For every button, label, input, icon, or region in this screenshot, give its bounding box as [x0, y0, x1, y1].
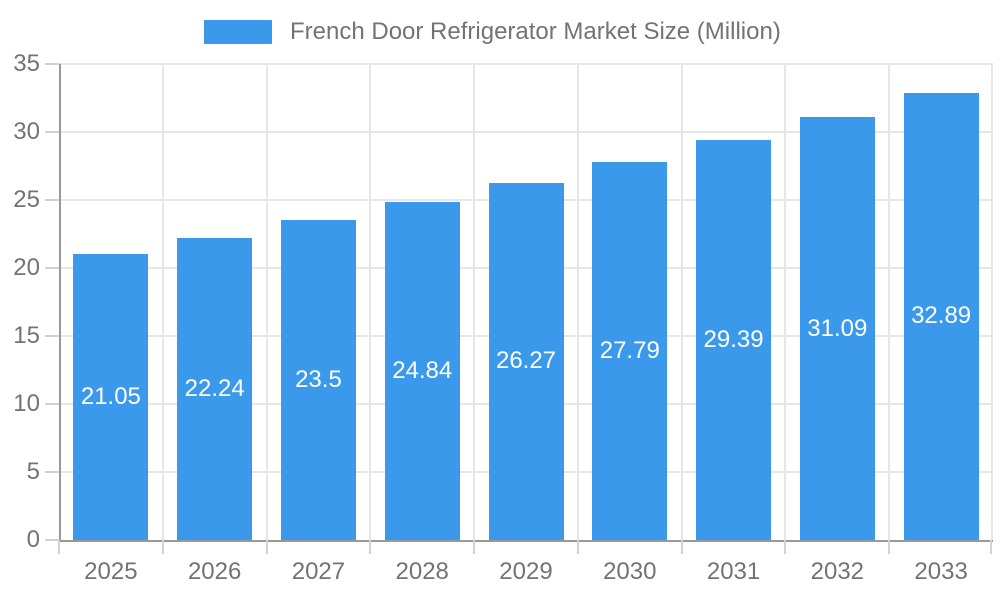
bar-2032[interactable]: 31.09 — [799, 117, 875, 540]
y-gridline — [59, 63, 993, 65]
x-gridline — [888, 64, 891, 540]
y-axis-label: 0 — [26, 526, 40, 553]
bar-value-label: 29.39 — [703, 326, 764, 354]
x-axis-label: 2028 — [395, 558, 449, 585]
y-axis-label: 30 — [13, 118, 40, 145]
x-gridline — [369, 64, 372, 540]
x-axis-tick — [990, 540, 992, 554]
plot-area: 21.05 22.24 23.5 24.84 26.27 27.79 29.39 31.09 3… — [59, 63, 993, 542]
bar-value-label: 21.05 — [80, 382, 141, 410]
y-axis-tick — [45, 539, 59, 541]
bar-2027[interactable]: 23.5 — [280, 220, 356, 540]
y-axis-tick — [45, 267, 59, 269]
y-axis-tick — [45, 403, 59, 405]
bar-value-label: 32.89 — [911, 302, 972, 330]
y-axis-tick — [45, 199, 59, 201]
bar-value-label: 31.09 — [807, 314, 868, 342]
y-axis-label: 5 — [26, 458, 40, 485]
y-axis-label: 15 — [13, 322, 40, 349]
bar-2033[interactable]: 32.89 — [903, 92, 979, 540]
bar-value-label: 27.79 — [599, 337, 660, 365]
x-axis-label: 2027 — [291, 558, 346, 585]
y-axis-line — [59, 64, 61, 540]
bar-value-label: 22.24 — [184, 374, 245, 402]
x-axis-tick — [576, 540, 579, 554]
x-gridline — [680, 64, 683, 540]
x-axis-tick — [680, 540, 683, 554]
legend-item[interactable]: French Door Refrigerator Market Size (Mi… — [204, 18, 781, 45]
bar-value-label: 24.84 — [392, 357, 453, 385]
y-axis-tick — [45, 63, 59, 65]
bar-value-label: 23.5 — [295, 366, 342, 394]
x-gridline — [991, 64, 993, 540]
y-axis-tick — [45, 471, 59, 473]
y-axis-label: 35 — [13, 50, 40, 77]
x-axis-tick — [369, 540, 372, 554]
x-axis-tick — [784, 540, 787, 554]
x-gridline — [576, 64, 579, 540]
x-axis-label: 2031 — [706, 558, 761, 585]
y-axis-tick — [45, 335, 59, 337]
x-axis-label: 2029 — [499, 558, 553, 585]
x-gridline — [784, 64, 787, 540]
x-axis-line — [59, 540, 993, 542]
x-axis-label: 2032 — [810, 558, 865, 585]
x-axis-tick — [888, 540, 891, 554]
y-axis-label: 20 — [13, 254, 40, 281]
x-axis-label: 2025 — [84, 558, 138, 585]
x-axis-tick — [161, 540, 164, 554]
x-gridline — [265, 64, 268, 540]
x-axis-label: 2033 — [914, 558, 968, 585]
x-axis-label: 2030 — [603, 558, 657, 585]
x-gridline — [161, 64, 164, 540]
bar-2030[interactable]: 27.79 — [592, 162, 668, 540]
y-axis-label: 25 — [13, 186, 40, 213]
bar-value-label: 26.27 — [495, 347, 557, 375]
y-axis-tick — [45, 131, 59, 133]
bar-2029[interactable]: 26.27 — [488, 182, 564, 540]
x-axis-label: 2026 — [187, 558, 242, 585]
bar-2031[interactable]: 29.39 — [696, 140, 772, 540]
y-gridline — [59, 131, 993, 133]
x-axis-tick — [58, 540, 60, 554]
x-axis-tick — [473, 540, 476, 554]
legend-swatch — [204, 19, 272, 44]
bar-2026[interactable]: 22.24 — [177, 237, 253, 540]
x-axis-tick — [265, 540, 268, 554]
y-axis-label: 10 — [13, 390, 40, 417]
legend-label: French Door Refrigerator Market Size (Mi… — [290, 17, 781, 45]
bar-2025[interactable]: 21.05 — [73, 253, 149, 540]
bar-2028[interactable]: 24.84 — [384, 202, 460, 540]
x-gridline — [473, 64, 476, 540]
